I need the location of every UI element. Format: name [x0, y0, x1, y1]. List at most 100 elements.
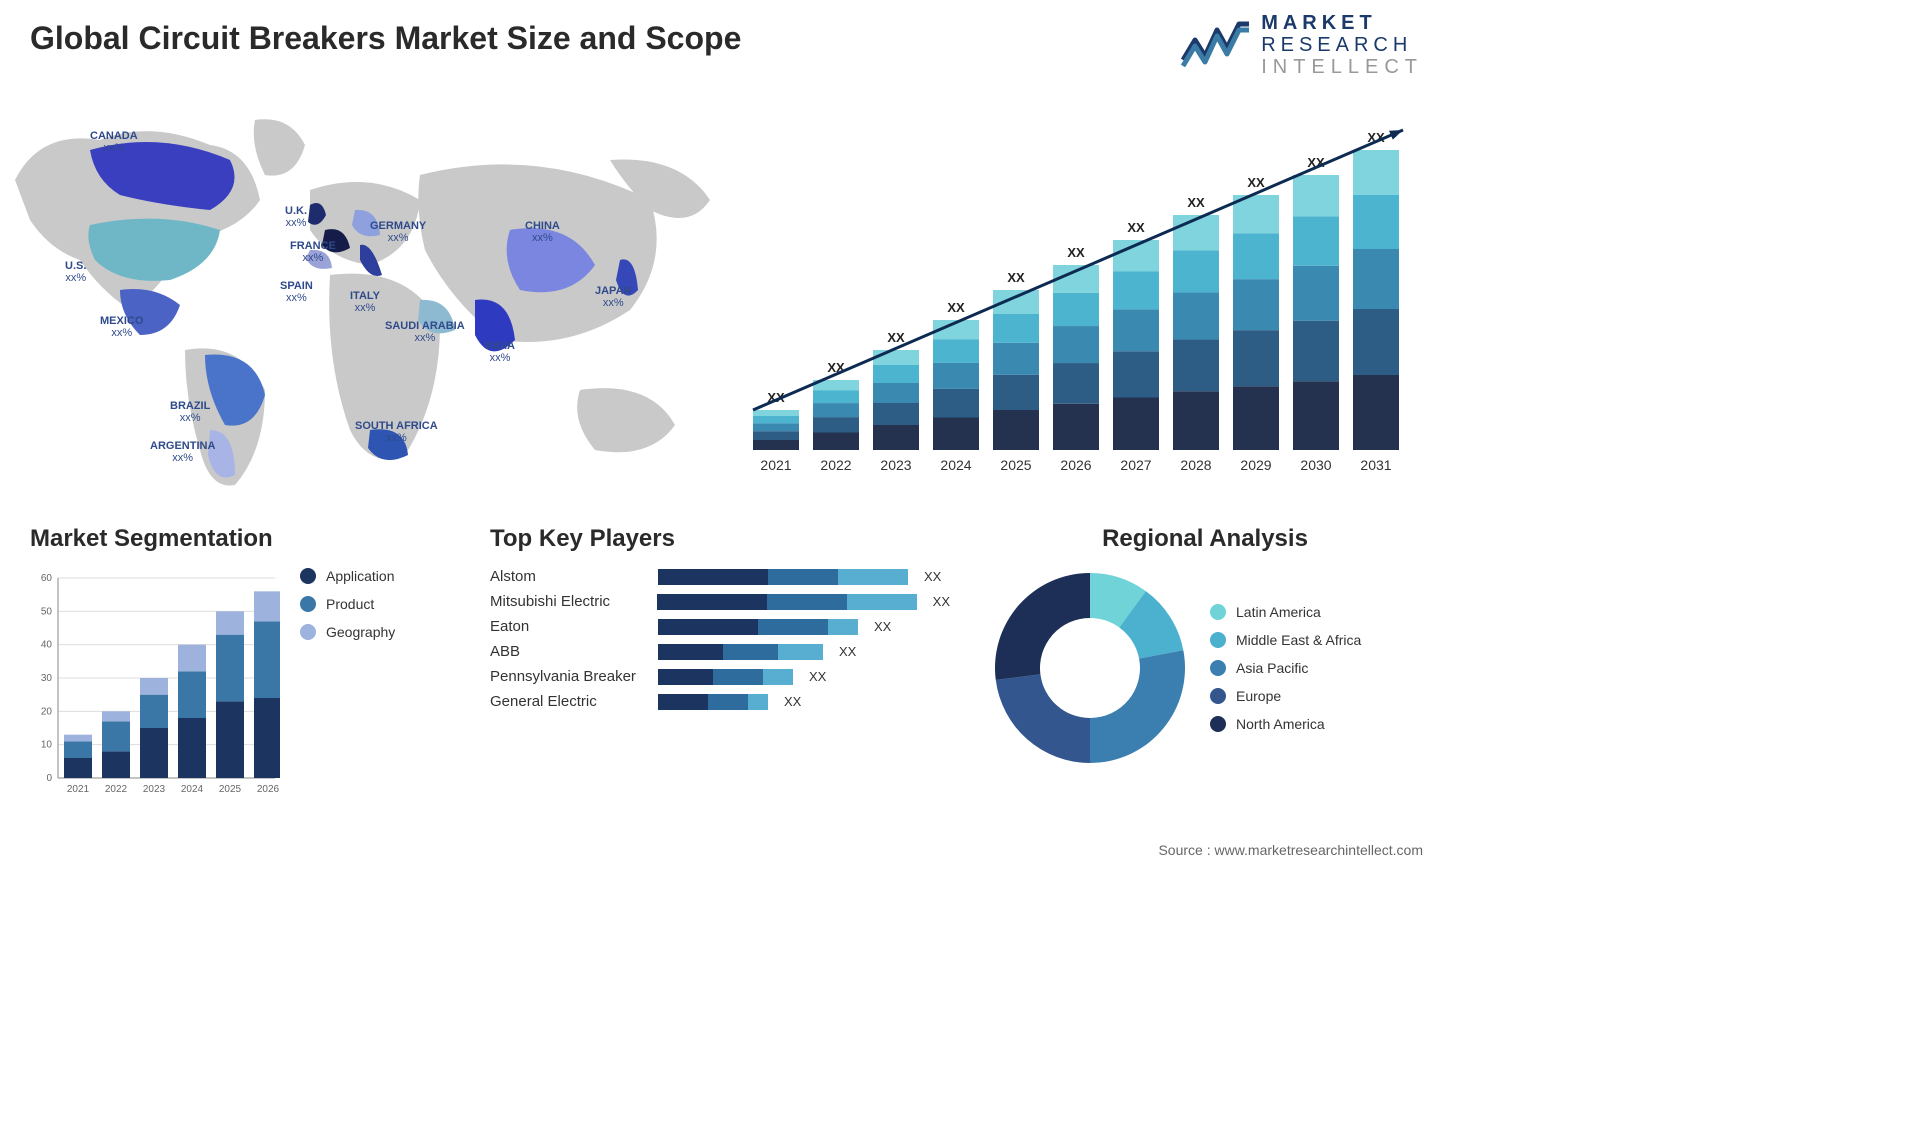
legend-item: Geography	[300, 624, 395, 640]
svg-text:30: 30	[41, 673, 53, 684]
key-player-row: EatonXX	[490, 618, 950, 635]
key-player-name: General Electric	[490, 693, 650, 710]
segmentation-chart: 0102030405060202120222023202420252026	[30, 568, 280, 798]
key-player-bar-seg	[778, 644, 823, 660]
legend-label: Application	[326, 568, 395, 584]
key-player-value: XX	[784, 694, 801, 709]
legend-item: Middle East & Africa	[1210, 632, 1361, 648]
legend-label: Europe	[1236, 688, 1281, 704]
key-players-section: Top Key Players AlstomXXMitsubishi Elect…	[490, 525, 950, 710]
key-player-bar-seg	[658, 569, 768, 585]
legend-item: North America	[1210, 716, 1361, 732]
map-label: BRAZILxx%	[170, 400, 210, 424]
regional-section: Regional Analysis Latin America Middle Ea…	[990, 525, 1420, 768]
svg-text:10: 10	[41, 740, 53, 751]
legend-label: Asia Pacific	[1236, 660, 1308, 676]
svg-text:2026: 2026	[257, 784, 280, 795]
legend-dot	[1210, 716, 1226, 732]
svg-text:XX: XX	[1127, 220, 1145, 235]
legend-dot	[300, 568, 316, 584]
svg-text:2023: 2023	[143, 784, 166, 795]
map-label: SPAINxx%	[280, 280, 313, 304]
key-player-bar-seg	[767, 594, 847, 610]
segmentation-section: Market Segmentation 01020304050602021202…	[30, 525, 450, 798]
svg-text:2024: 2024	[181, 784, 204, 795]
world-map: CANADAxx% U.S.xx% MEXICOxx% BRAZILxx% ARGENT…	[10, 90, 730, 490]
map-label: FRANCExx%	[290, 240, 336, 264]
key-player-name: Mitsubishi Electric	[490, 593, 649, 610]
map-label: GERMANYxx%	[370, 220, 426, 244]
key-player-bar-seg	[713, 669, 763, 685]
map-label: U.K.xx%	[285, 205, 307, 229]
svg-text:XX: XX	[947, 300, 965, 315]
legend-item: Application	[300, 568, 395, 584]
key-player-row: Pennsylvania BreakerXX	[490, 668, 950, 685]
page-title: Global Circuit Breakers Market Size and …	[30, 20, 741, 57]
legend-item: Asia Pacific	[1210, 660, 1361, 676]
legend-label: Product	[326, 596, 374, 612]
map-label: U.S.xx%	[65, 260, 86, 284]
key-player-name: Eaton	[490, 618, 650, 635]
legend-item: Latin America	[1210, 604, 1361, 620]
key-player-bar-seg	[658, 669, 713, 685]
key-player-bar	[657, 594, 917, 610]
legend-dot	[1210, 604, 1226, 620]
key-player-bar-seg	[658, 644, 723, 660]
map-label: CANADAxx%	[90, 130, 138, 154]
svg-text:0: 0	[46, 773, 52, 784]
map-label: ARGENTINAxx%	[150, 440, 215, 464]
legend-label: Middle East & Africa	[1236, 632, 1361, 648]
svg-text:2025: 2025	[219, 784, 242, 795]
map-label: SAUDI ARABIAxx%	[385, 320, 465, 344]
svg-text:40: 40	[41, 640, 53, 651]
map-label: MEXICOxx%	[100, 315, 143, 339]
map-label: CHINAxx%	[525, 220, 560, 244]
key-player-bar-seg	[708, 694, 748, 710]
key-player-bar-seg	[748, 694, 768, 710]
brand-logo: MARKET RESEARCH INTELLECT	[1181, 12, 1423, 78]
svg-text:2030: 2030	[1300, 457, 1331, 473]
svg-text:2025: 2025	[1000, 457, 1031, 473]
map-label: JAPANxx%	[595, 285, 631, 309]
logo-text-2: RESEARCH	[1261, 34, 1423, 56]
key-player-bar-seg	[758, 619, 828, 635]
key-player-bar	[658, 694, 768, 710]
svg-text:2029: 2029	[1240, 457, 1271, 473]
segmentation-legend: Application Product Geography	[300, 568, 395, 640]
svg-text:XX: XX	[887, 330, 905, 345]
key-player-bar-seg	[658, 619, 758, 635]
segmentation-title: Market Segmentation	[30, 525, 450, 553]
key-player-row: Mitsubishi ElectricXX	[490, 593, 950, 610]
key-player-bar-seg	[763, 669, 793, 685]
legend-item: Europe	[1210, 688, 1361, 704]
key-player-row: General Electric XX	[490, 693, 950, 710]
source-text: Source : www.marketresearchintellect.com	[1158, 842, 1423, 858]
regional-legend: Latin America Middle East & Africa Asia Pa…	[1210, 604, 1361, 732]
svg-text:50: 50	[41, 606, 53, 617]
svg-text:20: 20	[41, 706, 53, 717]
legend-item: Product	[300, 596, 395, 612]
map-label: INDIAxx%	[485, 340, 515, 364]
legend-label: Geography	[326, 624, 395, 640]
logo-text-1: MARKET	[1261, 12, 1423, 34]
key-player-value: XX	[809, 669, 826, 684]
key-players-rows: AlstomXXMitsubishi ElectricXXEatonXXABBX…	[490, 568, 950, 710]
growth-chart: XX2021XX2022XX2023XX2024XX2025XX2026XX20…	[743, 90, 1423, 490]
svg-text:2027: 2027	[1120, 457, 1151, 473]
map-label: SOUTH AFRICAxx%	[355, 420, 438, 444]
svg-text:XX: XX	[1187, 195, 1205, 210]
svg-text:2022: 2022	[820, 457, 851, 473]
svg-text:2024: 2024	[940, 457, 971, 473]
key-player-value: XX	[924, 569, 941, 584]
legend-dot	[1210, 632, 1226, 648]
legend-dot	[300, 624, 316, 640]
key-player-name: ABB	[490, 643, 650, 660]
legend-dot	[300, 596, 316, 612]
key-player-bar-seg	[828, 619, 858, 635]
map-label: ITALYxx%	[350, 290, 380, 314]
svg-text:XX: XX	[1007, 270, 1025, 285]
regional-title: Regional Analysis	[990, 525, 1420, 553]
key-player-name: Alstom	[490, 568, 650, 585]
logo-icon	[1181, 20, 1251, 70]
legend-dot	[1210, 688, 1226, 704]
